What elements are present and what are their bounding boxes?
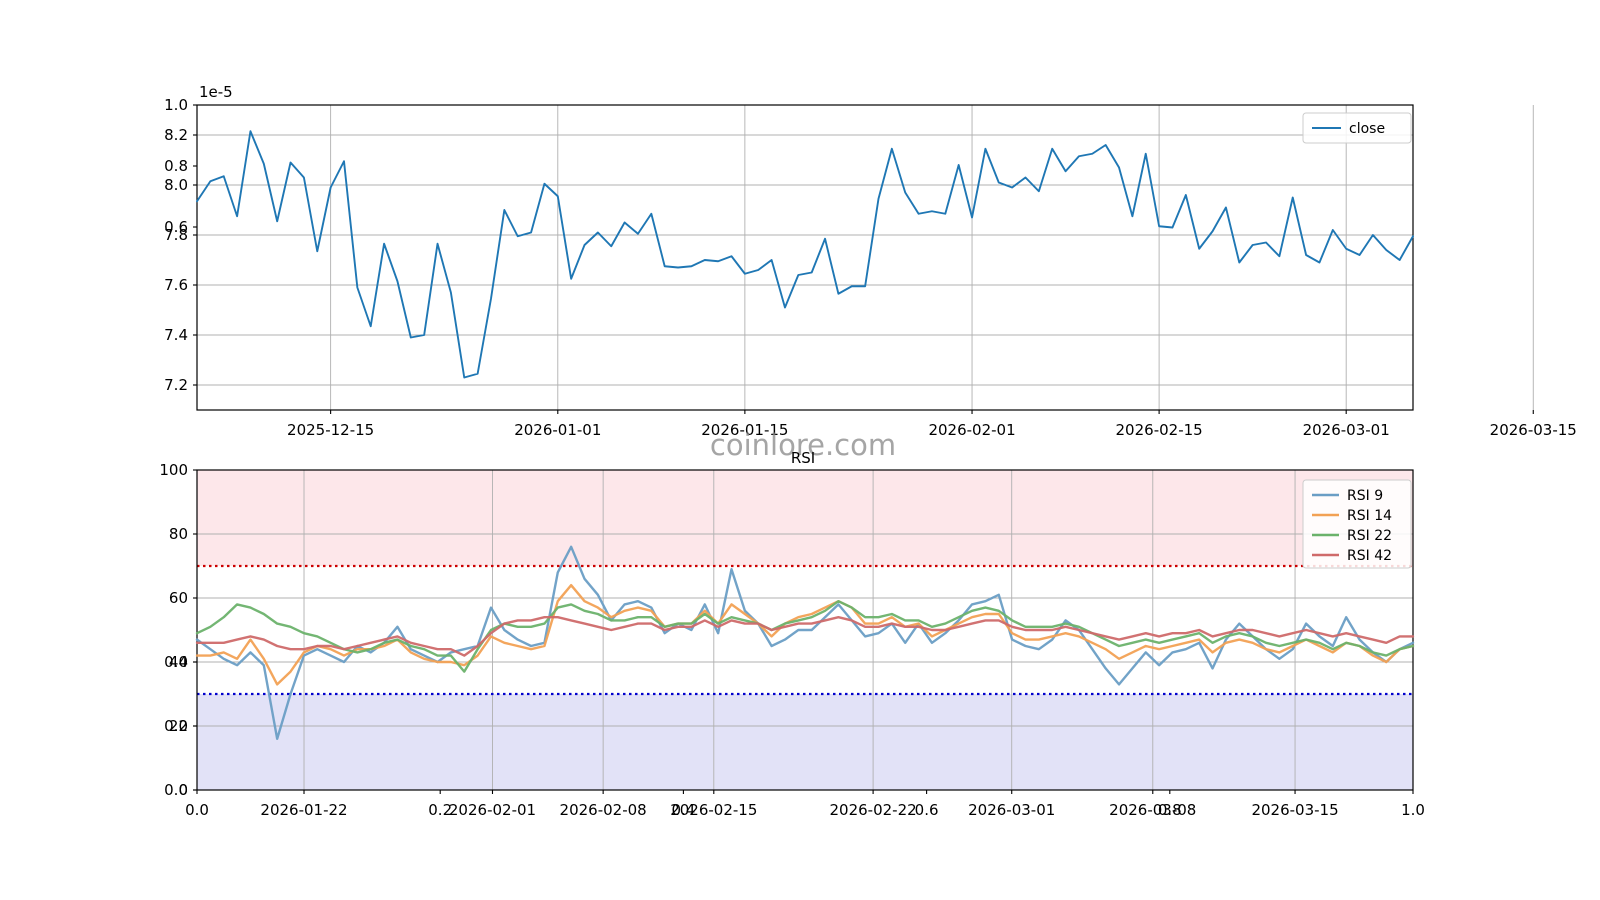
price-ytick-label: 7.8 [164, 226, 188, 244]
price-axes-frame [196, 104, 1414, 411]
rsi-ghost-xtick-label: 0.6 [915, 801, 939, 819]
price-ytick-label: 7.2 [164, 376, 188, 394]
rsi-ytick-label: 0 [178, 781, 188, 799]
rsi-ghost-xtick-label: 0.0 [185, 801, 209, 819]
rsi-legend-label-rsi-9: RSI 9 [1347, 488, 1383, 504]
rsi-ghost-xtick-label: 0.4 [671, 801, 695, 819]
rsi-ytick-label: 80 [169, 525, 188, 543]
rsi-ytick-label: 20 [169, 717, 188, 735]
rsi-ytick-label: 40 [169, 653, 188, 671]
price-ghost-ytick-label: 0.6 [164, 218, 188, 236]
rsi-ghost-xtick-label: 0.2 [428, 801, 452, 819]
rsi-ghost-ytick-label: 0.4 [164, 653, 188, 671]
rsi-xtick-label: 2026-03-15 [1251, 801, 1338, 819]
rsi-xtick-label: 2026-02-15 [670, 801, 757, 819]
rsi-xtick-label: 2026-03-01 [968, 801, 1055, 819]
price-xtick-label: 2026-01-15 [701, 421, 788, 439]
rsi-legend-box [1302, 479, 1412, 569]
price-legend-box [1302, 112, 1412, 144]
price-panel: 8.2 8.0 7.8 7.6 7.4 7.2 1.0 0.8 0.6 2025-12-15 202… [164, 83, 1577, 439]
price-xtick-label: 2026-02-15 [1116, 421, 1203, 439]
price-ytick-label: 8.2 [164, 126, 188, 144]
price-xtick-label: 2026-01-01 [514, 421, 601, 439]
close-series-line [196, 130, 1414, 379]
rsi-legend: RSI 9 RSI 14 RSI 22 RSI 42 [1302, 479, 1412, 569]
rsi-series-line-rsi-22 [195, 600, 1415, 673]
price-offset-exponent: 1e-5 [199, 83, 233, 101]
rsi-ghost-ytick-label: 0.2 [164, 717, 188, 735]
price-xtick-label: 2026-02-01 [928, 421, 1015, 439]
rsi-xtick-label: 2026-02-01 [449, 801, 536, 819]
rsi-xtick-label: 2026-01-22 [260, 801, 347, 819]
rsi-panel: 100 80 60 40 20 0 0.4 0.2 0.0 2026-01-22 2026-02-0… [159, 461, 1425, 819]
rsi-xtick-label: 2026-02-22 [830, 801, 917, 819]
rsi-ghost-ytick-label: 0.0 [164, 781, 188, 799]
rsi-band-0-30 [197, 694, 1413, 790]
price-legend: close [1302, 112, 1412, 144]
rsi-legend-label-rsi-22: RSI 22 [1347, 528, 1392, 544]
price-ghost-ytick-label: 0.8 [164, 157, 188, 175]
rsi-band-70-100 [197, 470, 1413, 566]
rsi-ytick-label: 60 [169, 589, 188, 607]
rsi-axes-frame [196, 469, 1414, 791]
rsi-ghost-xtick-label: 0.8 [1158, 801, 1182, 819]
price-legend-label-close: close [1349, 121, 1385, 137]
rsi-xtick-label: 2026-02-08 [560, 801, 647, 819]
price-ytick-label: 7.6 [164, 276, 188, 294]
price-xtick-label: 2026-03-01 [1303, 421, 1390, 439]
price-xtick-label: 2026-03-15 [1490, 421, 1577, 439]
price-xtick-label: 2025-12-15 [287, 421, 374, 439]
rsi-legend-label-rsi-42: RSI 42 [1347, 548, 1392, 564]
rsi-legend-label-rsi-14: RSI 14 [1347, 508, 1392, 524]
watermark-text: coinlore.com [710, 428, 896, 462]
rsi-panel-title: RSI [791, 449, 815, 467]
rsi-xtick-label: 2026-03-08 [1109, 801, 1196, 819]
price-ghost-ytick-label: 1.0 [164, 96, 188, 114]
price-ytick-label: 7.4 [164, 326, 188, 344]
rsi-series-line-rsi-42 [195, 616, 1415, 657]
rsi-series-line-rsi-9 [195, 545, 1415, 740]
rsi-ytick-label: 100 [159, 461, 188, 479]
price-ytick-label: 8.0 [164, 176, 188, 194]
rsi-ghost-xtick-label: 1.0 [1401, 801, 1425, 819]
